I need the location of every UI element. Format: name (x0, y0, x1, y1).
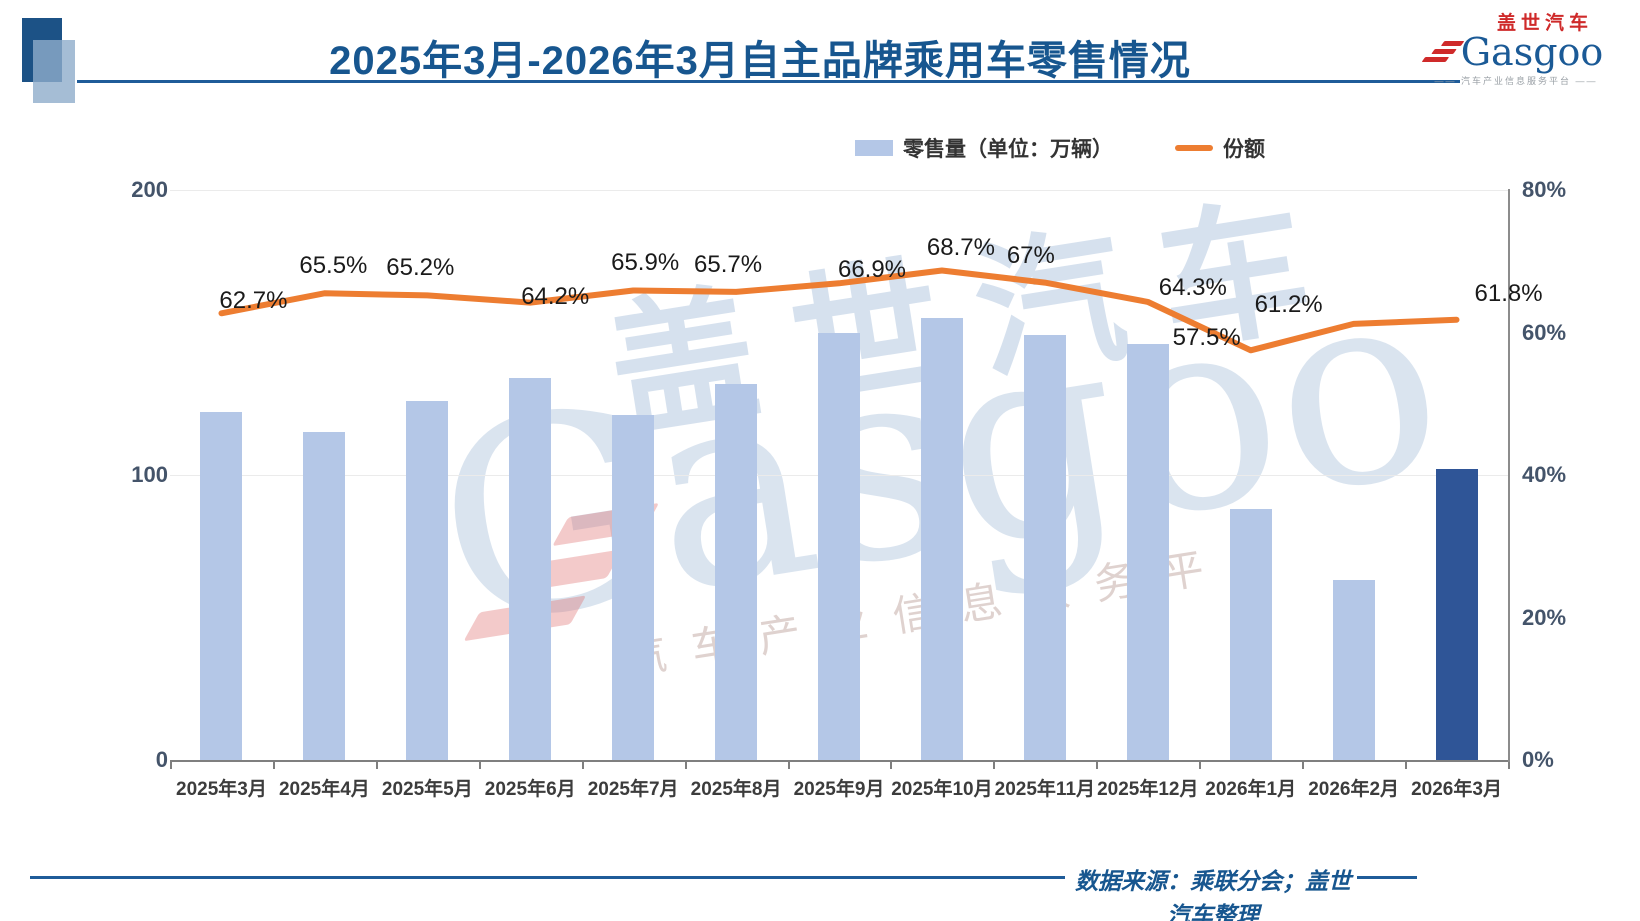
decor-square-light (33, 40, 75, 103)
bar (1435, 469, 1478, 760)
bar (303, 432, 346, 760)
x-axis-tick (684, 762, 687, 769)
legend-line-swatch (1175, 145, 1213, 151)
footer-rule-short (1357, 876, 1417, 879)
x-tick-label: 2026年3月 (1411, 779, 1502, 800)
logo-cn-text: 盖世汽车 (1496, 13, 1593, 34)
bar (406, 400, 449, 760)
x-axis-tick (1508, 762, 1510, 769)
share-value-label: 65.2% (386, 254, 455, 282)
right-y-axis-line (1508, 189, 1510, 762)
x-tick-label: 2025年7月 (587, 779, 679, 800)
left-axis-tick-label: 0 (155, 747, 168, 772)
share-value-label: 65.9% (611, 249, 680, 277)
bar (818, 332, 860, 760)
share-value-label: 61.8% (1474, 279, 1543, 307)
legend-bar-swatch (855, 140, 893, 156)
page-title: 2025年3月-2026年3月自主品牌乘用车零售情况 (329, 39, 1191, 83)
x-tick-label: 2025年10月 (891, 779, 993, 800)
bar (920, 318, 963, 760)
share-value-label: 65.7% (694, 250, 763, 278)
x-axis-tick (890, 762, 893, 769)
share-value-label: 62.7% (219, 287, 288, 315)
share-line (218, 267, 1460, 354)
data-source-note: 数据来源：乘联分会；盖世汽车整理 (1075, 868, 1351, 921)
share-value-label: 66.9% (837, 256, 907, 284)
footer-rule (30, 876, 1065, 879)
share-value-label: 67% (1006, 241, 1055, 269)
x-tick-label: 2025年5月 (381, 779, 473, 800)
legend-line-label: 份额 (1223, 138, 1265, 161)
x-axis-tick (375, 762, 378, 769)
logo-stripes-icon (1421, 41, 1465, 62)
x-axis-tick (581, 762, 584, 769)
left-axis-tick-label: 200 (131, 177, 168, 202)
bar (509, 378, 552, 760)
x-axis-tick (787, 762, 790, 769)
right-axis-tick-label: 20% (1522, 604, 1567, 630)
x-axis-tick (170, 762, 172, 769)
logo-slogan: —— 汽车产业信息服务平台 —— (1434, 76, 1598, 86)
bar (612, 415, 655, 760)
right-axis-tick-label: 80% (1522, 177, 1567, 202)
bar (1023, 335, 1066, 760)
title-underline (77, 80, 1460, 83)
x-tick-label: 2025年4月 (278, 779, 370, 800)
x-axis-tick (993, 762, 996, 769)
bar (1332, 580, 1375, 760)
x-tick-label: 2025年12月 (1097, 779, 1199, 800)
logo-en-text: Gasgoo (1460, 30, 1604, 74)
gasgoo-logo: 盖世汽车 Gasgoo —— 汽车产业信息服务平台 —— (1398, 8, 1634, 87)
share-value-label: 64.3% (1158, 273, 1227, 301)
legend: 零售量（单位：万辆） 份额 (855, 133, 1265, 163)
share-value-label: 57.5% (1172, 324, 1241, 352)
left-axis-tick-label: 100 (131, 462, 168, 487)
share-value-label: 68.7% (926, 233, 995, 261)
gridline (170, 190, 1508, 191)
x-tick-label: 2025年9月 (793, 779, 885, 800)
x-axis-tick (1199, 762, 1202, 769)
x-tick-label: 2025年8月 (690, 779, 782, 800)
x-axis-tick (272, 762, 275, 769)
share-value-label: 61.2% (1254, 290, 1323, 318)
right-axis-tick-label: 60% (1522, 319, 1567, 345)
share-value-label: 64.2% (521, 282, 590, 310)
bar (1229, 509, 1272, 760)
x-tick-label: 2026年1月 (1205, 779, 1297, 800)
x-tick-label: 2025年11月 (994, 779, 1096, 800)
legend-bar-label: 零售量（单位：万辆） (903, 138, 1113, 161)
bar (715, 383, 758, 760)
x-axis-tick (1302, 762, 1305, 769)
right-axis-tick-label: 40% (1522, 462, 1567, 487)
x-tick-label: 2026年2月 (1308, 779, 1400, 800)
bar (1126, 343, 1169, 760)
plot-area: 62.7% 65.5% 65.2% 64.2% 65.9% 65.7% 66.9% 68.7%… (170, 190, 1543, 760)
x-axis-tick (1096, 762, 1099, 769)
share-value-label: 65.5% (299, 252, 368, 280)
x-axis-tick (478, 762, 481, 769)
x-tick-label: 2025年3月 (176, 779, 267, 800)
right-axis-tick-label: 0% (1522, 747, 1554, 772)
x-tick-label: 2025年6月 (484, 779, 576, 800)
x-axis-tick (1405, 762, 1408, 769)
x-axis-line (170, 760, 1510, 762)
bar (200, 412, 243, 760)
